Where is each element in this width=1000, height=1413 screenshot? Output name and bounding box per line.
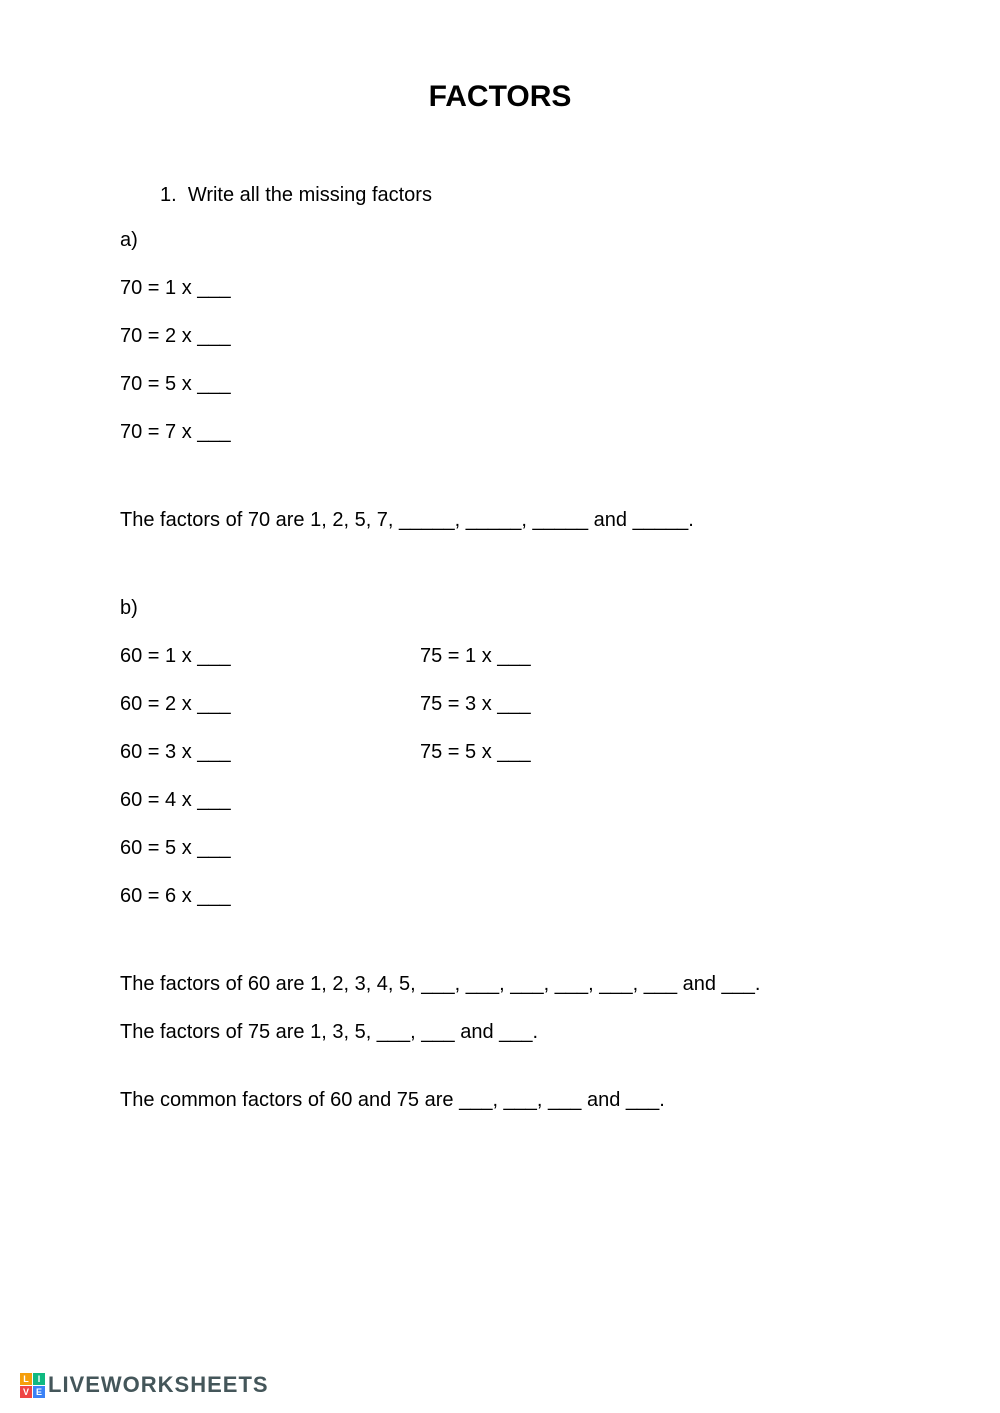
instruction-line: 1. Write all the missing factors	[160, 184, 880, 207]
logo-tile-l: L	[20, 1373, 32, 1385]
equation-b75-1[interactable]: 75 = 3 x ___	[420, 689, 880, 719]
equation-b60-2[interactable]: 60 = 3 x ___	[120, 737, 420, 767]
page-title: FACTORS	[120, 80, 880, 114]
instruction-number: 1.	[160, 184, 177, 206]
brand-text: LIVEWORKSHEETS	[48, 1372, 269, 1398]
equation-b60-4[interactable]: 60 = 5 x ___	[120, 833, 420, 863]
logo-tile-i: I	[33, 1373, 45, 1385]
equation-a-2[interactable]: 70 = 5 x ___	[120, 369, 880, 399]
equation-b75-2[interactable]: 75 = 5 x ___	[420, 737, 880, 767]
logo-tile-v: V	[20, 1386, 32, 1398]
section-b-columns: 60 = 1 x ___ 60 = 2 x ___ 60 = 3 x ___ 6…	[120, 641, 880, 929]
equation-b60-3[interactable]: 60 = 4 x ___	[120, 785, 420, 815]
section-a-label: a)	[120, 225, 880, 255]
footer: L I V E LIVEWORKSHEETS	[20, 1372, 269, 1398]
equation-b60-0[interactable]: 60 = 1 x ___	[120, 641, 420, 671]
logo-icon: L I V E	[20, 1373, 45, 1398]
equation-b60-5[interactable]: 60 = 6 x ___	[120, 881, 420, 911]
logo-tile-e: E	[33, 1386, 45, 1398]
summary-60[interactable]: The factors of 60 are 1, 2, 3, 4, 5, ___…	[120, 969, 880, 999]
summary-75[interactable]: The factors of 75 are 1, 3, 5, ___, ___ …	[120, 1017, 880, 1047]
summary-a[interactable]: The factors of 70 are 1, 2, 5, 7, _____,…	[120, 505, 880, 535]
instruction-text: Write all the missing factors	[188, 184, 432, 206]
column-60: 60 = 1 x ___ 60 = 2 x ___ 60 = 3 x ___ 6…	[120, 641, 420, 929]
section-b-label: b)	[120, 593, 880, 623]
worksheet-page: FACTORS 1. Write all the missing factors…	[0, 0, 1000, 1115]
equation-a-0[interactable]: 70 = 1 x ___	[120, 273, 880, 303]
equation-a-3[interactable]: 70 = 7 x ___	[120, 417, 880, 447]
equation-b60-1[interactable]: 60 = 2 x ___	[120, 689, 420, 719]
common-factors[interactable]: The common factors of 60 and 75 are ___,…	[120, 1085, 880, 1115]
equation-a-1[interactable]: 70 = 2 x ___	[120, 321, 880, 351]
column-75: 75 = 1 x ___ 75 = 3 x ___ 75 = 5 x ___	[420, 641, 880, 929]
equation-b75-0[interactable]: 75 = 1 x ___	[420, 641, 880, 671]
